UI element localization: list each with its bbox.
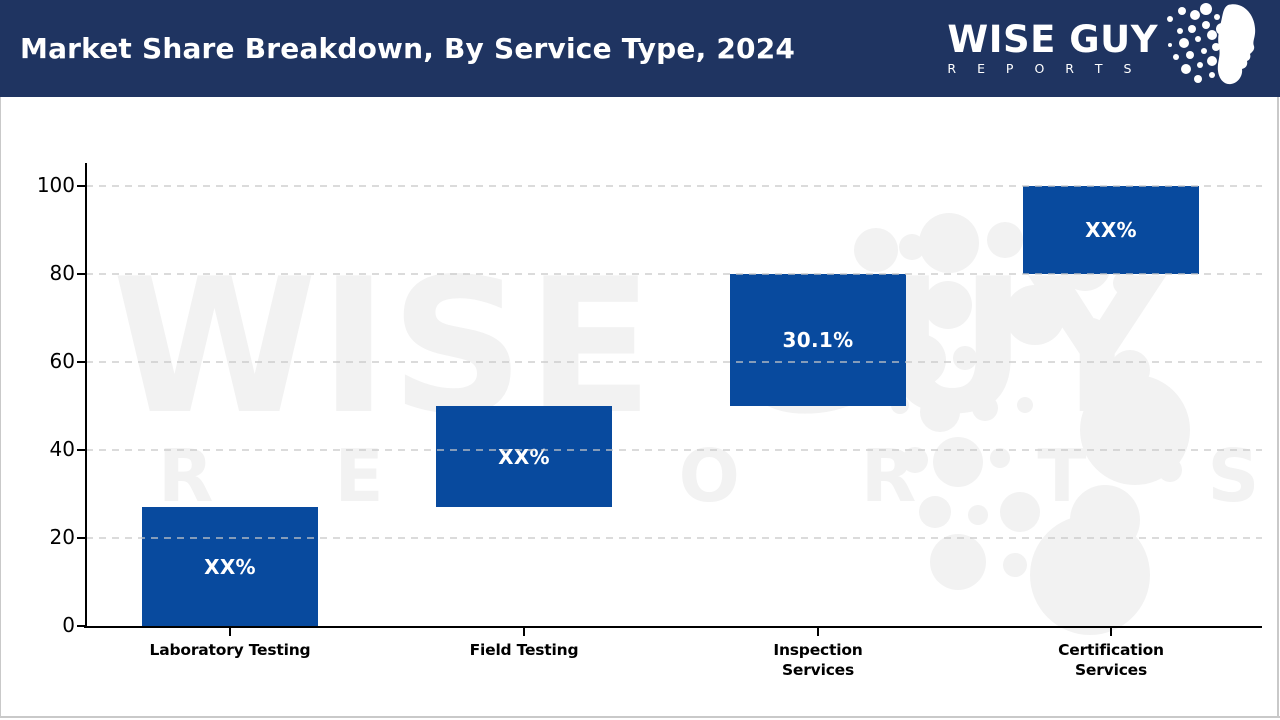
y-tick-label-0: 0 <box>62 613 75 637</box>
y-tick-label-20: 20 <box>49 525 75 549</box>
x-category-label-2: Field Testing <box>469 641 579 659</box>
brand-logo: WISE GUY R E P O R T S <box>947 1 1258 97</box>
bar-segment-2: XX% <box>436 406 612 508</box>
watermark-dot <box>933 437 983 487</box>
x-tick-mark-2 <box>523 628 525 636</box>
watermark-dot <box>987 222 1023 258</box>
bottom-edge-line <box>0 716 1280 718</box>
bar-value-label-3: 30.1% <box>782 327 854 352</box>
x-axis-line <box>84 626 1262 628</box>
y-tick-label-40: 40 <box>49 437 75 461</box>
x-category-label-1: Laboratory Testing <box>149 641 311 659</box>
x-tick-mark-1 <box>229 628 231 636</box>
y-tick-mark-80 <box>77 273 85 275</box>
watermark-dot <box>919 213 979 273</box>
page-title: Market Share Breakdown, By Service Type,… <box>20 32 796 65</box>
watermark-dot <box>990 448 1010 468</box>
x-category-label-4: Certification Services <box>1058 641 1164 679</box>
watermark-dot <box>1078 318 1106 346</box>
bar-segment-4: XX% <box>1023 186 1199 274</box>
bar-segment-1: XX% <box>142 507 318 626</box>
watermark-dot <box>968 505 988 525</box>
brand-subtitle: R E P O R T S <box>947 61 1140 76</box>
y-tick-mark-40 <box>77 449 85 451</box>
watermark-dot <box>854 228 898 272</box>
watermark-brand-text: WISE GUY <box>112 238 1167 455</box>
watermark-dot <box>1017 397 1033 413</box>
watermark-dot <box>1003 553 1027 577</box>
y-tick-mark-60 <box>77 361 85 363</box>
right-edge-line <box>1277 97 1279 718</box>
watermark-dot <box>902 447 928 473</box>
bar-value-label-2: XX% <box>498 444 550 469</box>
header-band: Market Share Breakdown, By Service Type,… <box>0 0 1280 97</box>
wiseguy-face-icon <box>1162 1 1258 97</box>
watermark-dot <box>980 288 1004 312</box>
watermark-dot <box>924 281 972 329</box>
brand-logo-text: WISE GUY R E P O R T S <box>947 21 1158 76</box>
watermark-dot <box>1005 285 1065 345</box>
y-tick-mark-0 <box>77 625 85 627</box>
watermark-dot <box>972 395 998 421</box>
x-tick-mark-3 <box>817 628 819 636</box>
gridline-60 <box>86 361 1262 363</box>
watermark-dot <box>1158 458 1182 482</box>
bar-value-label-1: XX% <box>204 554 256 579</box>
gridline-80 <box>86 273 1262 275</box>
gridline-20 <box>86 537 1262 539</box>
watermark-dot <box>1030 515 1150 635</box>
watermark-dot <box>994 347 1010 363</box>
gridline-100 <box>86 185 1262 187</box>
x-category-label-3: Inspection Services <box>773 641 863 679</box>
bar-segment-3: 30.1% <box>730 273 906 406</box>
left-edge-line <box>0 97 1 718</box>
y-tick-label-80: 80 <box>49 261 75 285</box>
watermark-dot <box>930 534 986 590</box>
y-tick-mark-20 <box>77 537 85 539</box>
y-axis-line <box>85 163 87 628</box>
gridline-40 <box>86 449 1262 451</box>
watermark-dot <box>1113 271 1137 295</box>
brand-name: WISE GUY <box>947 18 1158 61</box>
watermark-dot <box>1000 492 1040 532</box>
watermark-dot <box>920 392 960 432</box>
y-tick-label-60: 60 <box>49 349 75 373</box>
y-tick-label-100: 100 <box>36 173 75 197</box>
watermark-dot <box>919 496 951 528</box>
bar-value-label-4: XX% <box>1085 218 1137 242</box>
y-tick-mark-100 <box>77 185 85 187</box>
x-tick-mark-4 <box>1110 628 1112 636</box>
watermark-dot <box>953 346 977 370</box>
